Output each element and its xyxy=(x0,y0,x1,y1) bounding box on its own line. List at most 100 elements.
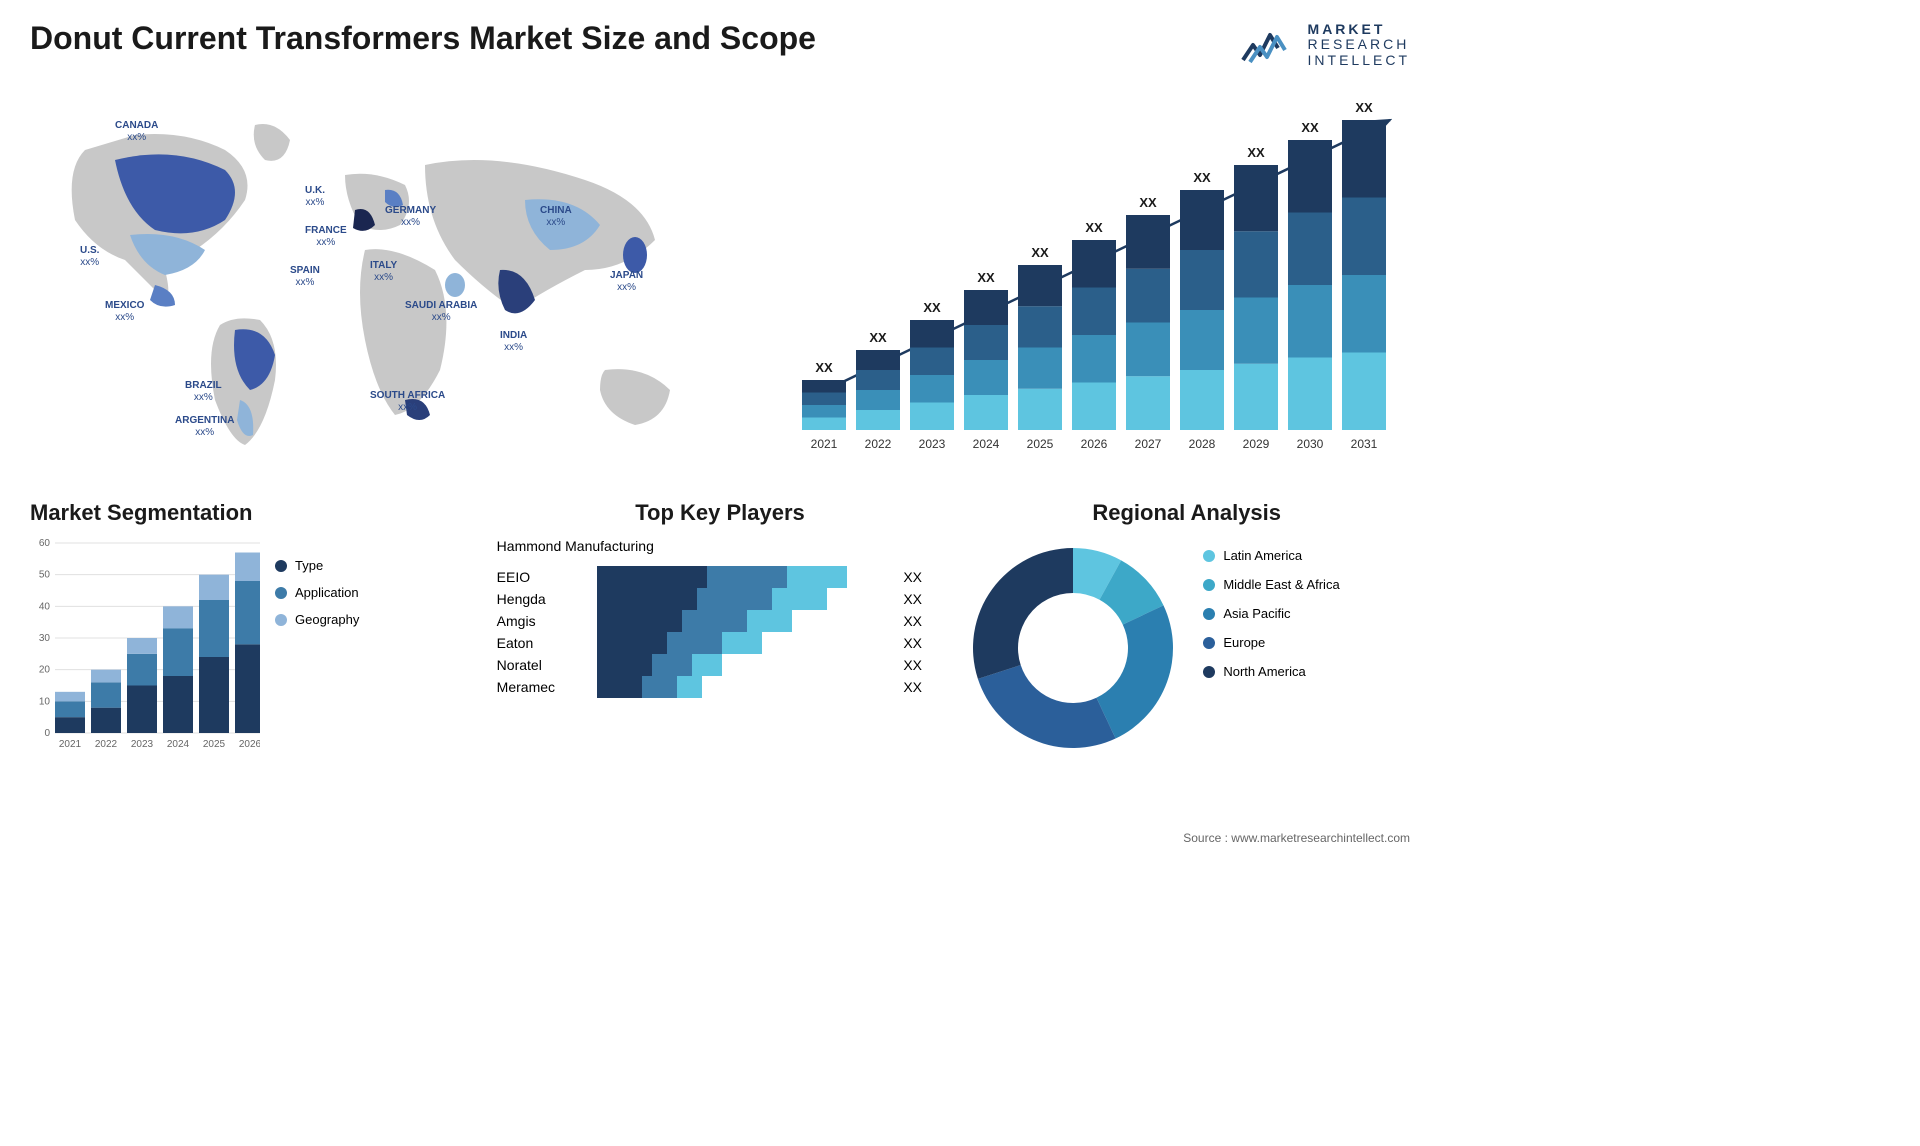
map-label: SPAINxx% xyxy=(290,265,320,289)
segmentation-title: Market Segmentation xyxy=(30,500,477,526)
player-value: XX xyxy=(903,591,943,607)
map-label: CANADAxx% xyxy=(115,120,158,144)
player-name: Meramec xyxy=(497,679,587,695)
player-value: XX xyxy=(903,569,943,585)
segmentation-panel: Market Segmentation 0 10 20 30 40 50 60 2021 202… xyxy=(30,500,477,780)
svg-text:XX: XX xyxy=(1301,120,1319,135)
svg-text:2024: 2024 xyxy=(973,437,1000,451)
svg-text:XX: XX xyxy=(1085,220,1103,235)
player-value: XX xyxy=(903,657,943,673)
player-bar xyxy=(597,610,894,632)
donut-section: Latin America Middle East & Africa Asia Pa… xyxy=(963,538,1410,758)
svg-text:2031: 2031 xyxy=(1351,437,1378,451)
svg-text:XX: XX xyxy=(1247,145,1265,160)
player-value: XX xyxy=(903,679,943,695)
logo-line-2: RESEARCH xyxy=(1308,37,1410,52)
svg-text:2028: 2028 xyxy=(1189,437,1216,451)
map-label: U.K.xx% xyxy=(305,185,325,209)
svg-text:2027: 2027 xyxy=(1135,437,1162,451)
logo-icon xyxy=(1238,20,1298,70)
key-players-panel: Top Key Players Hammond Manufacturing EE… xyxy=(497,500,944,780)
player-row: EEIO XX xyxy=(497,566,944,588)
player-bar xyxy=(597,676,894,698)
player-bar xyxy=(597,588,894,610)
key-players-heading: Hammond Manufacturing xyxy=(497,538,944,554)
svg-text:20: 20 xyxy=(39,665,51,676)
map-label: FRANCExx% xyxy=(305,225,347,249)
svg-text:2022: 2022 xyxy=(95,739,118,750)
brand-logo: MARKET RESEARCH INTELLECT xyxy=(1238,20,1410,70)
svg-text:2023: 2023 xyxy=(919,437,946,451)
legend-item: Type xyxy=(275,558,359,573)
svg-text:50: 50 xyxy=(39,570,51,581)
growth-chart: XX2021XX2022XX2023XX2024XX2025XX2026XX20… xyxy=(790,90,1410,470)
player-row: Noratel XX xyxy=(497,654,944,676)
legend-item: Latin America xyxy=(1203,548,1339,563)
map-label: CHINAxx% xyxy=(540,205,572,229)
svg-text:2025: 2025 xyxy=(203,739,226,750)
player-row: Amgis XX xyxy=(497,610,944,632)
player-name: Amgis xyxy=(497,613,587,629)
player-bar xyxy=(597,654,894,676)
growth-chart-svg: XX2021XX2022XX2023XX2024XX2025XX2026XX20… xyxy=(790,90,1410,470)
map-label: ITALYxx% xyxy=(370,260,397,284)
svg-text:60: 60 xyxy=(39,538,51,549)
legend-item: North America xyxy=(1203,664,1339,679)
svg-text:XX: XX xyxy=(1193,170,1211,185)
svg-text:40: 40 xyxy=(39,601,51,612)
regional-title: Regional Analysis xyxy=(963,500,1410,526)
logo-text: MARKET RESEARCH INTELLECT xyxy=(1308,22,1410,68)
svg-text:2021: 2021 xyxy=(59,739,82,750)
map-label: MEXICOxx% xyxy=(105,300,144,324)
player-row: Hengda XX xyxy=(497,588,944,610)
svg-text:2026: 2026 xyxy=(239,739,260,750)
svg-text:2021: 2021 xyxy=(811,437,838,451)
player-bar xyxy=(597,632,894,654)
legend-item: Application xyxy=(275,585,359,600)
map-label: GERMANYxx% xyxy=(385,205,436,229)
svg-text:XX: XX xyxy=(815,360,833,375)
source-text: Source : www.marketresearchintellect.com xyxy=(1183,831,1410,845)
svg-text:0: 0 xyxy=(44,728,50,739)
svg-text:2025: 2025 xyxy=(1027,437,1054,451)
map-label: JAPANxx% xyxy=(610,270,643,294)
map-label: BRAZILxx% xyxy=(185,380,222,404)
player-value: XX xyxy=(903,613,943,629)
svg-text:XX: XX xyxy=(869,330,887,345)
legend-item: Europe xyxy=(1203,635,1339,650)
svg-text:XX: XX xyxy=(1355,100,1373,115)
svg-text:30: 30 xyxy=(39,633,51,644)
regional-panel: Regional Analysis Latin America Middle Ea… xyxy=(963,500,1410,780)
logo-line-1: MARKET xyxy=(1308,22,1410,37)
bottom-row: Market Segmentation 0 10 20 30 40 50 60 2021 202… xyxy=(30,500,1410,780)
svg-text:XX: XX xyxy=(923,300,941,315)
segmentation-legend: Type Application Geography xyxy=(275,538,359,758)
player-name: Hengda xyxy=(497,591,587,607)
player-row: EatonXX xyxy=(497,632,944,654)
page-title: Donut Current Transformers Market Size a… xyxy=(30,20,816,57)
key-players-list: Hammond Manufacturing EEIOXXHengdaXXAmgi… xyxy=(497,538,944,698)
svg-text:2023: 2023 xyxy=(131,739,154,750)
svg-text:XX: XX xyxy=(1139,195,1157,210)
legend-item: Geography xyxy=(275,612,359,627)
segmentation-bars: 0 10 20 30 40 50 60 2021 2022 2023 2024 2025 2026 xyxy=(30,538,260,758)
legend-item: Middle East & Africa xyxy=(1203,577,1339,592)
map-label: INDIAxx% xyxy=(500,330,527,354)
segmentation-svg: 0 10 20 30 40 50 60 2021 2022 2023 2024 2025 2026 xyxy=(30,538,260,758)
map-label: SOUTH AFRICAxx% xyxy=(370,390,445,414)
header: Donut Current Transformers Market Size a… xyxy=(30,20,1410,70)
player-bar xyxy=(597,566,894,588)
legend-item: Asia Pacific xyxy=(1203,606,1339,621)
svg-text:XX: XX xyxy=(977,270,995,285)
svg-text:2029: 2029 xyxy=(1243,437,1270,451)
svg-text:10: 10 xyxy=(39,696,51,707)
logo-line-3: INTELLECT xyxy=(1308,53,1410,68)
svg-text:XX: XX xyxy=(1031,245,1049,260)
player-value: XX xyxy=(903,635,943,651)
donut-chart xyxy=(963,538,1183,758)
player-name: EEIO xyxy=(497,569,587,585)
player-name: Noratel xyxy=(497,657,587,673)
world-map: CANADAxx%U.S.xx%MEXICOxx%BRAZILxx%ARGENT… xyxy=(30,90,760,470)
svg-text:2026: 2026 xyxy=(1081,437,1108,451)
svg-text:2024: 2024 xyxy=(167,739,190,750)
